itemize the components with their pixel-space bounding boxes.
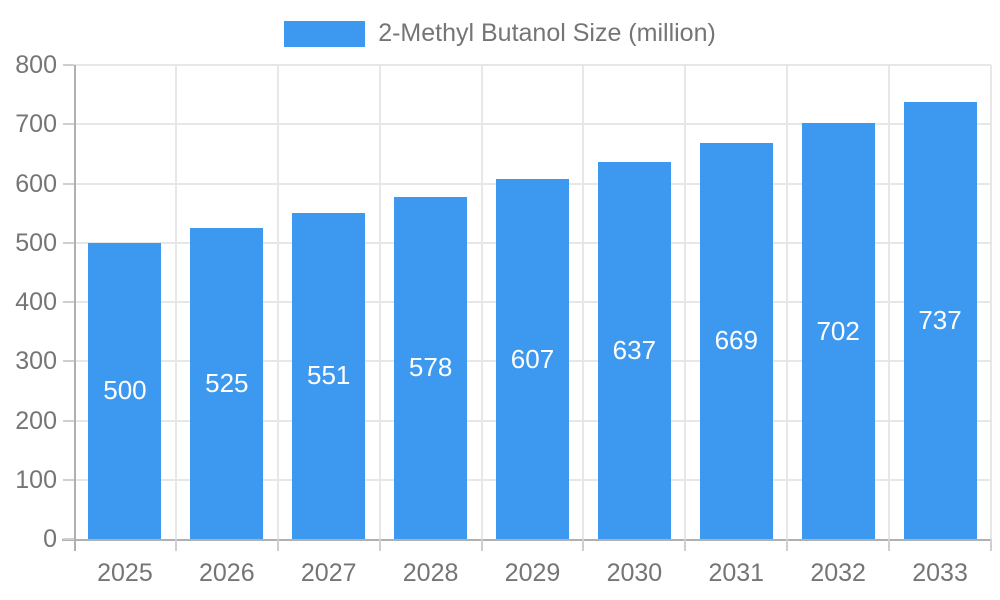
gridline-vertical [174, 65, 177, 539]
bar-value-label: 525 [205, 367, 249, 398]
gridline-vertical [888, 65, 891, 539]
bar-value-label: 737 [918, 305, 962, 336]
x-axis-tick [276, 539, 279, 551]
bar-2030[interactable]: 637 [597, 161, 671, 539]
y-axis-tick [63, 478, 74, 481]
y-axis-tick [63, 538, 74, 540]
bar-value-label: 702 [816, 315, 860, 346]
x-axis-tick [378, 539, 381, 551]
bar-2032[interactable]: 702 [801, 123, 875, 539]
y-axis-label: 100 [15, 465, 57, 494]
x-axis-label: 2027 [300, 559, 357, 587]
y-axis-tick [63, 123, 74, 126]
gridline-vertical [684, 65, 687, 539]
x-axis-label: 2033 [912, 559, 968, 587]
y-axis-tick [63, 182, 74, 185]
y-axis-tick [63, 241, 74, 244]
x-axis-tick [174, 539, 177, 551]
gridline-vertical [990, 65, 992, 539]
x-axis-label: 2031 [708, 559, 765, 587]
x-axis-line [62, 539, 991, 541]
bar-value-label: 637 [612, 334, 657, 365]
bar-2029[interactable]: 607 [496, 179, 569, 539]
bar-value-label: 607 [510, 343, 555, 374]
bar-value-label: 500 [103, 375, 147, 406]
bar-value-label: 578 [408, 352, 453, 383]
bar-2027[interactable]: 551 [292, 212, 366, 539]
x-axis-tick [582, 539, 585, 551]
y-axis-label: 600 [15, 169, 57, 198]
bar-2031[interactable]: 669 [699, 142, 773, 539]
y-axis-label: 0 [43, 525, 57, 553]
x-axis-tick [888, 539, 891, 551]
gridline-horizontal [74, 123, 991, 126]
y-axis-tick [63, 64, 74, 66]
y-axis-tick [63, 301, 74, 303]
x-axis-tick [990, 539, 992, 551]
gridline-vertical [786, 65, 789, 539]
gridline-horizontal [74, 64, 991, 66]
y-axis-label: 400 [15, 288, 57, 316]
y-axis-label: 700 [15, 110, 57, 139]
y-axis-line [74, 65, 76, 551]
x-axis-tick [480, 539, 483, 551]
x-axis-label: 2025 [97, 559, 153, 587]
x-axis-label: 2028 [402, 559, 459, 587]
bar-2033[interactable]: 737 [903, 102, 977, 539]
y-axis-label: 200 [15, 406, 57, 435]
plot-area: 500 525 551 578 607 637 669 702 737 [74, 64, 992, 539]
y-axis-tick [63, 419, 74, 422]
y-axis-label: 300 [15, 347, 57, 376]
bar-2025[interactable]: 500 [88, 242, 162, 539]
x-axis-label: 2029 [504, 559, 561, 587]
gridline-vertical [582, 65, 585, 539]
bar-2028[interactable]: 578 [394, 196, 468, 539]
legend-label: 2-Methyl Butanol Size (million) [378, 19, 716, 47]
x-axis-label: 2030 [606, 559, 663, 587]
legend-swatch [284, 20, 366, 47]
bar-value-label: 669 [714, 325, 758, 356]
y-axis-label: 800 [15, 51, 57, 79]
legend[interactable]: 2-Methyl Butanol Size (million) [0, 19, 1000, 48]
x-axis-label: 2032 [810, 559, 866, 587]
gridline-vertical [480, 65, 483, 539]
bar-2026[interactable]: 525 [190, 227, 264, 539]
y-axis-tick [63, 360, 74, 363]
gridline-vertical [276, 65, 279, 539]
y-axis-label: 500 [15, 228, 57, 257]
bar-value-label: 551 [307, 360, 351, 391]
gridline-vertical [378, 65, 381, 539]
x-axis-label: 2026 [199, 559, 255, 587]
x-axis-tick [684, 539, 687, 551]
x-axis-tick [786, 539, 789, 551]
